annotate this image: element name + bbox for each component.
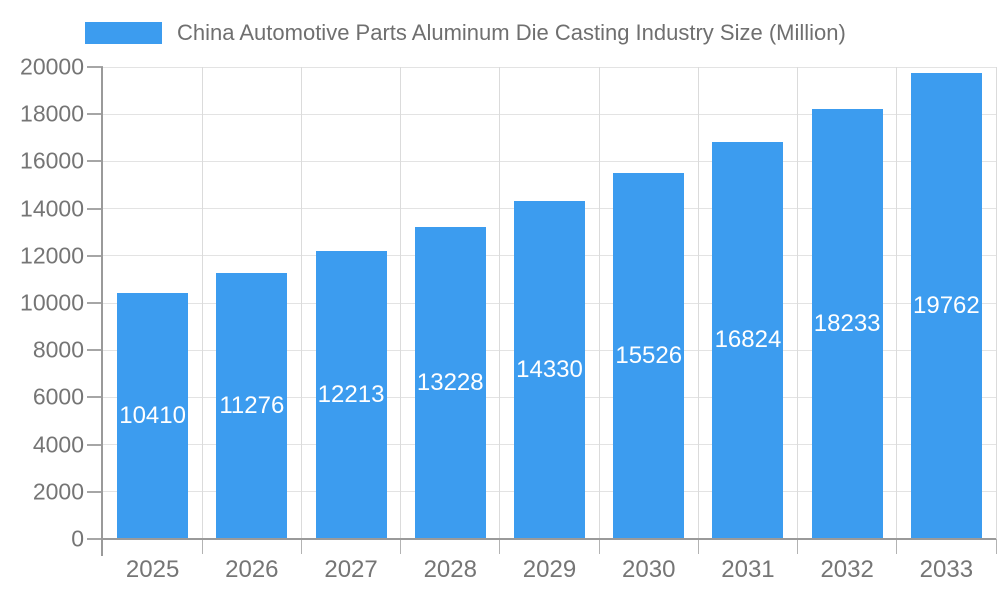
y-axis-label: 12000: [20, 242, 84, 269]
y-axis-label: 16000: [20, 147, 84, 174]
x-axis-tick: [598, 539, 600, 554]
y-axis-tick: [87, 538, 103, 540]
legend-series-label: China Automotive Parts Aluminum Die Cast…: [177, 20, 846, 45]
x-axis-label: 2026: [225, 556, 279, 583]
x-axis-tick: [697, 539, 699, 554]
x-axis-tick: [400, 539, 402, 554]
bar-value-label: 15526: [615, 341, 683, 369]
x-axis-tick: [797, 539, 799, 554]
bar[interactable]: [712, 141, 784, 539]
chart-legend[interactable]: China Automotive Parts Aluminum Die Cast…: [85, 20, 846, 46]
x-axis-label: 2029: [522, 556, 577, 583]
y-axis-label: 20000: [20, 53, 84, 80]
v-gridline: [499, 67, 501, 539]
bar-value-label: 13228: [416, 368, 484, 396]
legend-swatch: [85, 22, 162, 44]
bar-value-label: 16824: [714, 326, 782, 354]
bar-value-label: 18233: [813, 309, 881, 337]
y-axis-tick: [87, 66, 103, 68]
y-axis-tick: [87, 207, 103, 210]
x-axis-label: 2030: [622, 556, 676, 583]
y-axis-tick: [87, 396, 103, 399]
bar-value-label: 10410: [119, 402, 186, 430]
y-axis-tick: [87, 302, 103, 304]
h-gridline: [103, 66, 996, 68]
bar[interactable]: [613, 172, 685, 539]
x-axis-tick: [896, 539, 898, 554]
x-axis-tick: [201, 539, 203, 554]
x-axis-label: 2031: [721, 556, 775, 583]
v-gridline: [400, 67, 402, 539]
bar[interactable]: [910, 72, 982, 539]
y-axis-label: 14000: [20, 195, 84, 222]
bar[interactable]: [216, 272, 288, 539]
v-gridline: [201, 67, 203, 539]
x-axis-line: [103, 538, 996, 540]
x-axis-label: 2027: [324, 556, 378, 583]
bar[interactable]: [514, 200, 585, 539]
y-axis-label: 8000: [32, 336, 84, 363]
y-axis-tick: [87, 254, 103, 257]
bar[interactable]: [811, 108, 883, 539]
v-gridline: [300, 67, 302, 539]
y-axis-line: [101, 67, 103, 556]
bar[interactable]: [414, 226, 486, 539]
y-axis-label: 10000: [20, 289, 84, 316]
y-axis-tick: [87, 490, 103, 493]
bar-value-label: 14330: [516, 355, 583, 383]
v-gridline: [697, 67, 699, 539]
x-axis-tick: [300, 539, 302, 554]
x-axis-label: 2028: [423, 556, 477, 583]
y-axis-label: 2000: [32, 478, 84, 505]
bar[interactable]: [117, 293, 189, 539]
bar-value-label: 11276: [219, 391, 285, 419]
bar-value-label: 19762: [913, 291, 980, 319]
x-axis-tick: [499, 539, 501, 554]
v-gridline: [797, 67, 799, 539]
y-axis-label: 6000: [32, 383, 84, 410]
y-axis-tick: [87, 113, 103, 116]
y-axis-label: 18000: [20, 100, 84, 127]
bar-value-label: 12213: [317, 380, 385, 408]
x-axis-label: 2032: [820, 556, 874, 583]
y-axis-tick: [87, 160, 103, 163]
h-gridline: [103, 113, 996, 115]
h-gridline: [103, 160, 996, 162]
x-axis-tick: [995, 539, 997, 554]
x-axis-label: 2033: [919, 556, 974, 583]
v-gridline: [598, 67, 600, 539]
v-gridline: [896, 67, 898, 539]
v-gridline: [995, 67, 997, 539]
y-axis-tick: [87, 349, 103, 352]
y-axis-label: 4000: [32, 431, 84, 458]
bar[interactable]: [315, 250, 387, 539]
y-axis-tick: [87, 443, 103, 446]
x-axis-label: 2025: [125, 556, 180, 583]
y-axis-label: 0: [71, 525, 84, 552]
